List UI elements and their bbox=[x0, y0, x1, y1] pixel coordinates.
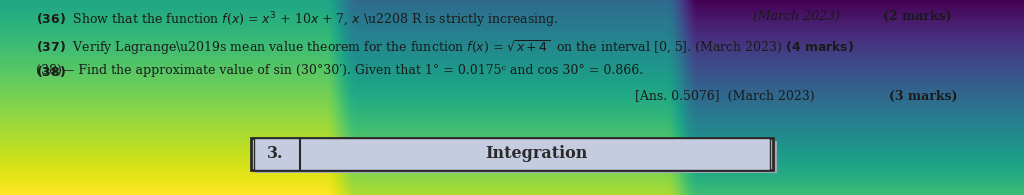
Text: (2 marks): (2 marks) bbox=[883, 10, 951, 23]
Text: 3.: 3. bbox=[267, 145, 284, 162]
Text: (3 marks): (3 marks) bbox=[889, 90, 957, 103]
FancyBboxPatch shape bbox=[254, 138, 770, 170]
Text: $\mathbf{(38)}$: $\mathbf{(38)}$ bbox=[36, 64, 66, 79]
FancyBboxPatch shape bbox=[255, 141, 777, 173]
FancyBboxPatch shape bbox=[251, 138, 773, 170]
Text: Integration: Integration bbox=[485, 145, 588, 162]
Text: (March 2023): (March 2023) bbox=[753, 10, 840, 23]
Text: [Ans. 0.5076]  (March 2023): [Ans. 0.5076] (March 2023) bbox=[635, 90, 818, 103]
Text: (38)— Find the approximate value of sin (30°30′). Given that 1° = 0.0175ᶜ and co: (38)— Find the approximate value of sin … bbox=[36, 64, 643, 77]
Text: $\mathbf{(37)}$  Verify Lagrange\u2019s mean value theorem for the function $\it: $\mathbf{(37)}$ Verify Lagrange\u2019s m… bbox=[36, 38, 854, 57]
Text: $\mathbf{(36)}$  Show that the function $\it{f}$($x$) = $x^3$ + 10$x$ + 7, $x$ \: $\mathbf{(36)}$ Show that the function $… bbox=[36, 10, 558, 30]
